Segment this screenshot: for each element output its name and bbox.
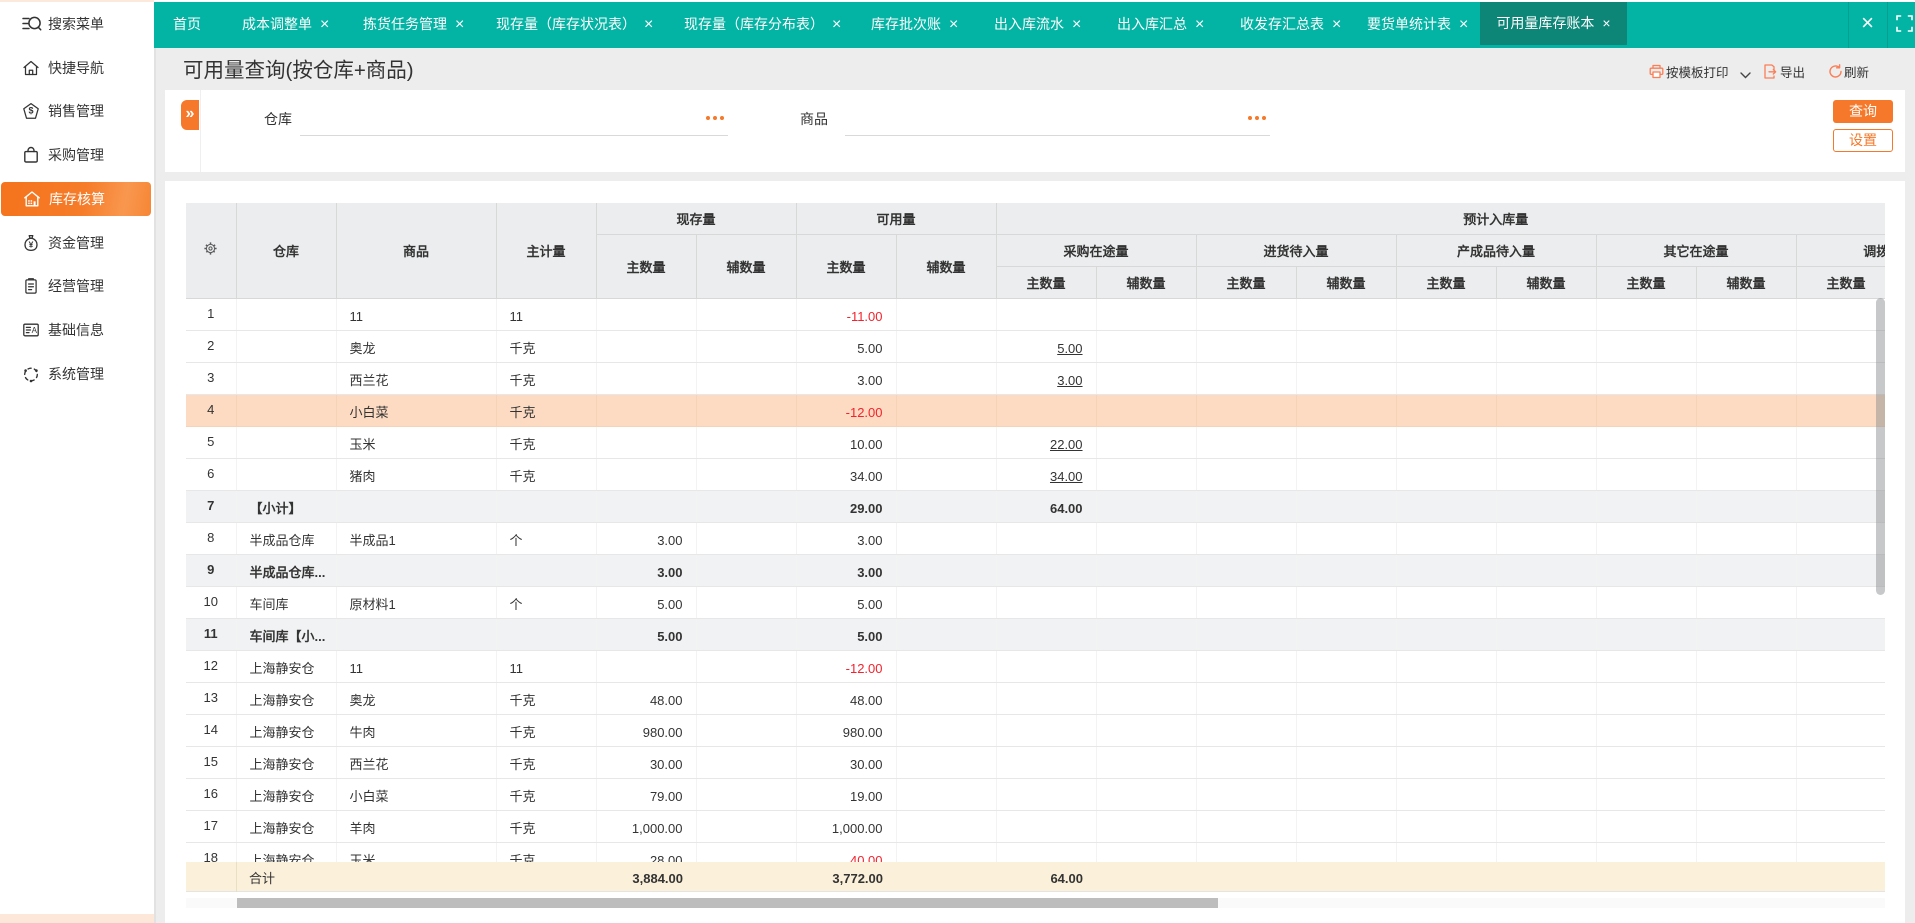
svg-text:A: A bbox=[32, 326, 38, 335]
svg-text:$: $ bbox=[28, 106, 33, 116]
svg-text:¥: ¥ bbox=[29, 239, 34, 249]
